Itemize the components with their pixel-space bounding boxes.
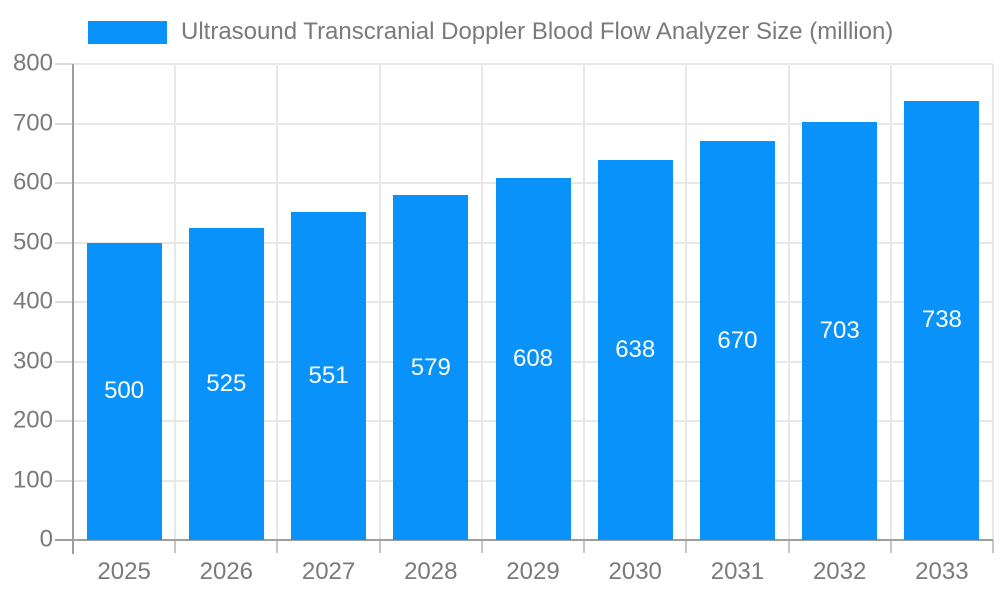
y-axis-tick (55, 241, 73, 244)
x-axis-tick (583, 540, 586, 553)
v-gridline (174, 64, 177, 540)
bar-value-label: 579 (410, 353, 451, 381)
y-axis-tick (55, 360, 73, 363)
x-axis-tick (889, 540, 892, 553)
x-axis-tick-label: 2027 (301, 558, 356, 585)
x-axis-tick (992, 540, 994, 553)
x-axis-tick (378, 540, 381, 553)
x-axis-tick-label: 2030 (608, 558, 662, 585)
v-gridline (583, 64, 586, 540)
y-axis-tick (55, 182, 73, 184)
y-axis-tick-label: 400 (12, 287, 53, 315)
y-axis-tick-label: 200 (12, 406, 53, 434)
bar-2025[interactable]: 500 (86, 242, 162, 540)
y-axis-tick-label: 100 (12, 466, 53, 494)
x-axis-tick (787, 540, 790, 553)
bar-value-label: 738 (921, 306, 962, 334)
v-gridline (992, 64, 994, 540)
y-axis-tick-label: 500 (12, 228, 53, 256)
legend-item[interactable]: Ultrasound Transcranial Doppler Blood Fl… (88, 14, 893, 50)
y-axis-tick (55, 122, 73, 125)
x-axis-tick-label: 2025 (97, 558, 151, 585)
bar-2031[interactable]: 670 (699, 141, 775, 540)
h-gridline (73, 63, 993, 65)
bar-2027[interactable]: 551 (291, 212, 367, 540)
x-axis-tick-label: 2028 (404, 558, 458, 585)
bar-value-label: 638 (615, 336, 656, 364)
legend-swatch (88, 20, 167, 44)
bar-2032[interactable]: 703 (802, 121, 878, 540)
x-axis-line (55, 539, 993, 541)
y-axis-tick-label: 300 (12, 347, 53, 375)
y-axis-tick-label: 600 (12, 168, 53, 196)
y-axis-line (72, 64, 74, 554)
bar-2033[interactable]: 738 (904, 100, 980, 540)
x-axis-tick-label: 2033 (915, 558, 969, 585)
x-axis-tick (276, 540, 279, 553)
bar-value-label: 703 (819, 316, 860, 344)
v-gridline (378, 64, 381, 540)
bar-2026[interactable]: 525 (188, 227, 264, 540)
x-axis-tick-label: 2026 (199, 558, 254, 585)
y-axis-tick-label: 800 (12, 49, 53, 77)
v-gridline (480, 64, 483, 540)
bar-2029[interactable]: 608 (495, 178, 571, 540)
y-axis-tick-label: 700 (12, 109, 53, 137)
legend-label: Ultrasound Transcranial Doppler Blood Fl… (181, 18, 894, 45)
v-gridline (889, 64, 892, 540)
bar-2028[interactable]: 579 (393, 195, 469, 540)
bar-value-label: 608 (512, 345, 554, 373)
h-gridline (73, 122, 993, 125)
x-axis-tick-label: 2029 (506, 558, 560, 585)
y-axis-tick (55, 63, 73, 65)
y-axis-tick (55, 479, 73, 482)
bar-value-label: 670 (717, 326, 758, 354)
x-axis-tick (480, 540, 483, 553)
bar-value-label: 525 (206, 369, 247, 397)
y-axis-tick-label: 0 (39, 525, 53, 553)
x-axis-tick-label: 2032 (812, 558, 867, 585)
v-gridline (787, 64, 790, 540)
y-axis-tick (55, 301, 73, 303)
bar-value-label: 500 (104, 377, 145, 405)
x-axis-tick (174, 540, 177, 553)
x-axis-tick (685, 540, 688, 553)
x-axis-tick-label: 2031 (710, 558, 765, 585)
v-gridline (685, 64, 688, 540)
bar-value-label: 551 (308, 362, 349, 390)
bar-2030[interactable]: 638 (597, 160, 673, 540)
y-axis-tick (55, 420, 73, 422)
v-gridline (276, 64, 279, 540)
